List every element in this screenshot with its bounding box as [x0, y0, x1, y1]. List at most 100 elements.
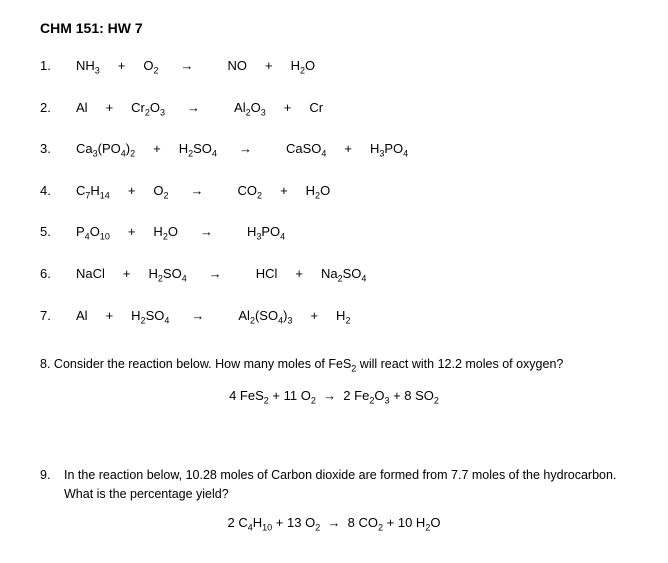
formula-part: (SO: [255, 308, 278, 323]
formula-part: H: [253, 515, 262, 530]
formula-part: O: [90, 224, 100, 239]
formula-part: Cr: [131, 100, 145, 115]
plus-sign: +: [153, 141, 161, 156]
formula-part: 4 FeS: [229, 388, 264, 403]
formula-part: H: [153, 224, 162, 239]
formula-part: O: [143, 58, 153, 73]
formula-part: Ca: [76, 141, 93, 156]
equation: Ca3(PO4)2+H2SO4→CaSO4+H3PO4: [76, 141, 408, 159]
formula-part: SO: [163, 266, 182, 281]
formula-part: O: [168, 224, 178, 239]
problem-row: 6.NaCl+H2SO4→HCl+Na2SO4: [40, 266, 628, 284]
equation-9: 2 C4H10 + 13 O2 → 8 CO2 + 10 H2O: [40, 515, 628, 533]
problem-row: 3.Ca3(PO4)2+H2SO4→CaSO4+H3PO4: [40, 141, 628, 159]
formula-part: Al: [76, 100, 88, 115]
subscript: 2: [311, 396, 316, 406]
subscript: 3: [287, 315, 292, 325]
formula-part: + 8 SO: [389, 388, 433, 403]
arrow-icon: →: [191, 183, 204, 198]
problem-row: 2.Al+Cr2O3→Al2O3+Cr: [40, 100, 628, 118]
formula-part: CO: [238, 183, 258, 198]
subscript: 4: [403, 149, 408, 159]
formula-part: H: [149, 266, 158, 281]
formula-part: Cr: [309, 100, 323, 115]
arrow-icon: →: [181, 58, 194, 73]
subscript: 4: [212, 149, 217, 159]
arrow-icon: →: [191, 308, 204, 323]
formula-part: SO: [193, 141, 212, 156]
problem-9: 9. In the reaction below, 10.28 moles of…: [40, 466, 628, 504]
arrow-icon: →: [209, 266, 222, 281]
formula-part: (PO: [98, 141, 121, 156]
equation: Al+Cr2O3→Al2O3+Cr: [76, 100, 323, 118]
equation: NaCl+H2SO4→HCl+Na2SO4: [76, 266, 366, 284]
formula-part: SO: [146, 308, 165, 323]
formula-part: O: [153, 183, 163, 198]
formula-part: O: [320, 183, 330, 198]
arrow-icon: →: [239, 141, 252, 156]
formula-part: H: [90, 183, 99, 198]
plus-sign: +: [344, 141, 352, 156]
plus-sign: +: [106, 308, 114, 323]
formula-part: NH: [76, 58, 95, 73]
problem-number: 7.: [40, 308, 76, 323]
formula-part: 2 Fe: [343, 388, 369, 403]
problem-text: Consider the reaction below. How many mo…: [54, 357, 351, 371]
formula-part: Al: [76, 308, 88, 323]
problems-list: 1.NH3+O2→NO+H2O2.Al+Cr2O3→Al2O3+Cr3.Ca3(…: [40, 58, 628, 325]
subscript: 4: [164, 315, 169, 325]
arrow-icon: →: [323, 388, 336, 403]
problem-text: will react with 12.2 moles of oxygen?: [356, 357, 563, 371]
formula-part: 2 C: [228, 515, 248, 530]
subscript: 4: [182, 274, 187, 284]
subscript: 3: [95, 66, 100, 76]
subscript: 3: [261, 107, 266, 117]
arrow-icon: →: [200, 224, 213, 239]
subscript: 4: [321, 149, 326, 159]
formula-part: + 13 O: [272, 515, 315, 530]
formula-part: O: [374, 388, 384, 403]
problem-number: 9.: [40, 466, 64, 504]
formula-part: + 10 H: [383, 515, 425, 530]
plus-sign: +: [295, 266, 303, 281]
plus-sign: +: [265, 58, 273, 73]
formula-part: + 11 O: [269, 388, 311, 403]
problem-row: 1.NH3+O2→NO+H2O: [40, 58, 628, 76]
arrow-icon: →: [327, 515, 340, 530]
subscript: 2: [154, 66, 159, 76]
formula-part: Na: [321, 266, 338, 281]
subscript: 3: [160, 107, 165, 117]
subscript: 14: [100, 190, 110, 200]
formula-part: CaSO: [286, 141, 321, 156]
subscript: 2: [257, 190, 262, 200]
plus-sign: +: [128, 183, 136, 198]
equation: P4O10+H2O→H3PO4: [76, 224, 285, 242]
formula-part: HCl: [256, 266, 278, 281]
formula-part: PO: [384, 141, 403, 156]
formula-part: H: [291, 58, 300, 73]
problem-number: 8.: [40, 357, 50, 371]
formula-part: O: [305, 58, 315, 73]
formula-part: Al: [238, 308, 250, 323]
subscript: 10: [100, 232, 110, 242]
problem-number: 5.: [40, 224, 76, 239]
problem-row: 5.P4O10+H2O→H3PO4: [40, 224, 628, 242]
formula-part: O: [430, 515, 440, 530]
formula-part: H: [131, 308, 140, 323]
problem-number: 2.: [40, 100, 76, 115]
subscript: 2: [130, 149, 135, 159]
problem-8: 8. Consider the reaction below. How many…: [40, 355, 628, 376]
formula-part: 8 CO: [348, 515, 378, 530]
subscript: 4: [361, 274, 366, 284]
subscript: 2: [345, 315, 350, 325]
plus-sign: +: [123, 266, 131, 281]
subscript: 2: [434, 396, 439, 406]
page-title: CHM 151: HW 7: [40, 20, 628, 36]
subscript: 2: [164, 190, 169, 200]
problem-row: 4.C7H14+O2→CO2+H2O: [40, 183, 628, 201]
plus-sign: +: [128, 224, 136, 239]
formula-part: P: [76, 224, 85, 239]
formula-part: O: [251, 100, 261, 115]
formula-part: H: [306, 183, 315, 198]
problem-number: 4.: [40, 183, 76, 198]
